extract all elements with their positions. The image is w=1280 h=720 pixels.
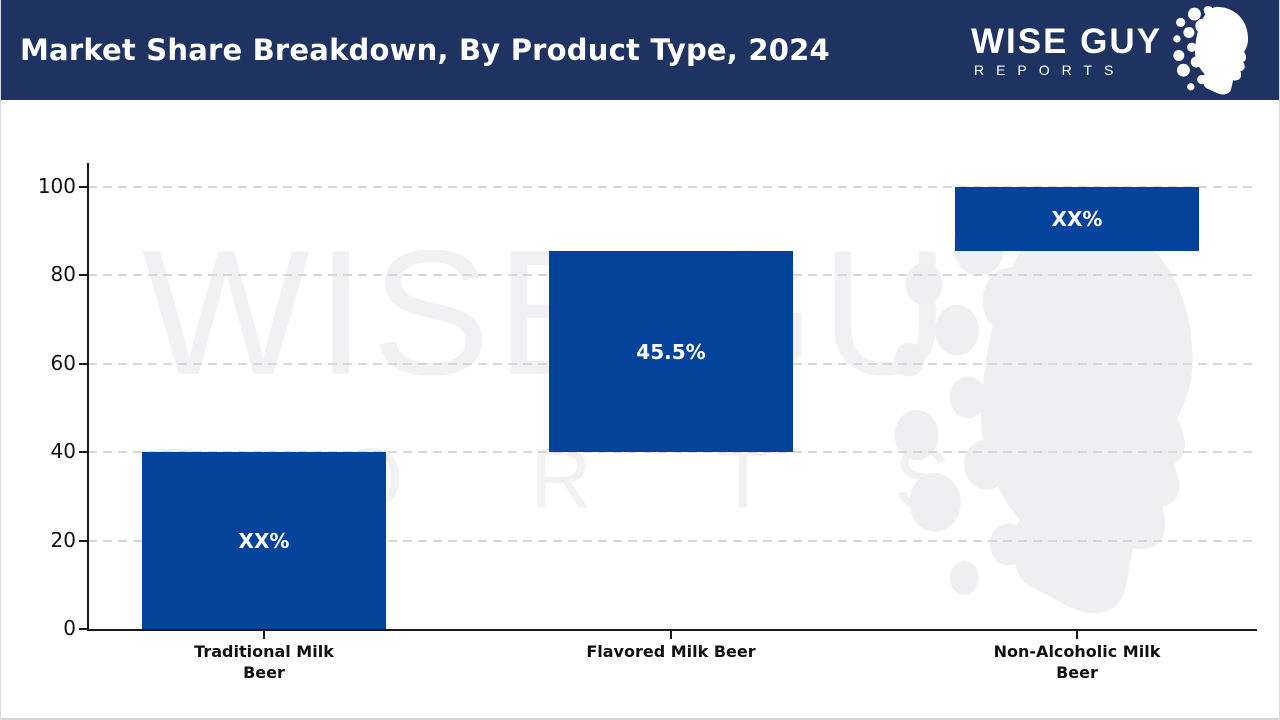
y-tick-label: 40: [50, 439, 76, 464]
y-tick-label: 80: [50, 262, 76, 287]
x-category-label: Non-Alcoholic Milk Beer: [993, 642, 1161, 683]
y-tick-label: 60: [50, 350, 76, 375]
header-bar: Market Share Breakdown, By Product Type,…: [0, 0, 1280, 100]
bar-chart: WISE GU R O R T S 0 20 40 60 80 100 XX% Traditi…: [0, 100, 1280, 720]
y-tick-label: 0: [63, 616, 76, 640]
bar: XX%: [142, 452, 386, 629]
y-tick: [79, 628, 87, 630]
gridline: [88, 186, 1255, 188]
y-tick-label: 100: [37, 174, 76, 198]
y-tick-label: 20: [50, 527, 76, 552]
x-tick: [1076, 631, 1078, 639]
bar-value-label: XX%: [238, 528, 290, 553]
y-tick: [79, 451, 87, 454]
gridline: [88, 539, 1255, 542]
x-tick: [670, 631, 672, 639]
page-title: Market Share Breakdown, By Product Type,…: [20, 33, 830, 67]
y-axis-spine: [87, 163, 89, 631]
logo-wordmark: WISE GUY: [970, 21, 1162, 61]
bar: 45.5%: [549, 251, 793, 453]
gridline: [88, 451, 1255, 454]
x-axis-spine: [87, 629, 1257, 631]
x-tick: [263, 631, 265, 639]
logo-subtext: REPORTS: [973, 61, 1126, 78]
y-tick: [79, 539, 87, 542]
wiseguy-head-icon: [1173, 5, 1249, 95]
bar: XX%: [955, 187, 1199, 252]
x-category-label: Traditional Milk Beer: [194, 642, 334, 683]
bar-value-label: XX%: [1051, 207, 1103, 232]
y-tick: [79, 186, 87, 188]
y-tick: [79, 274, 87, 277]
x-category-label: Flavored Milk Beer: [586, 642, 756, 661]
bar-value-label: 45.5%: [636, 339, 706, 364]
y-tick: [79, 362, 87, 365]
wiseguy-logo: WISE GUY REPORTS: [971, 4, 1254, 96]
watermark-head-icon: [894, 208, 1193, 614]
